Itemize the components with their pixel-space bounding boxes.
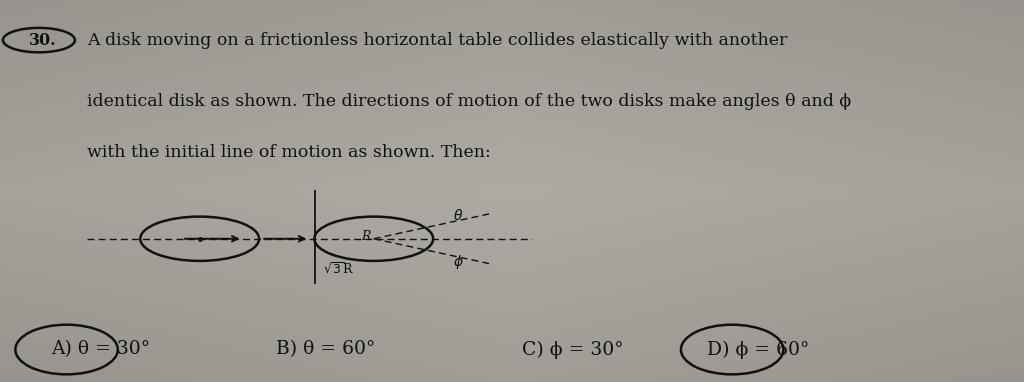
Text: C) ϕ = 30°: C) ϕ = 30°	[522, 340, 624, 359]
Text: R: R	[360, 230, 371, 243]
Text: $\phi$: $\phi$	[453, 253, 463, 271]
Text: $\sqrt{3}$R: $\sqrt{3}$R	[323, 262, 353, 277]
Text: A) θ = 30°: A) θ = 30°	[51, 340, 151, 359]
Text: $\theta$: $\theta$	[453, 208, 463, 223]
Text: A disk moving on a frictionless horizontal table collides elastically with anoth: A disk moving on a frictionless horizont…	[87, 32, 787, 49]
Text: with the initial line of motion as shown. Then:: with the initial line of motion as shown…	[87, 144, 490, 161]
Text: B) θ = 60°: B) θ = 60°	[276, 340, 376, 359]
Text: D) ϕ = 60°: D) ϕ = 60°	[707, 340, 809, 359]
Text: 30.: 30.	[30, 32, 56, 49]
Text: identical disk as shown. The directions of motion of the two disks make angles θ: identical disk as shown. The directions …	[87, 93, 851, 110]
